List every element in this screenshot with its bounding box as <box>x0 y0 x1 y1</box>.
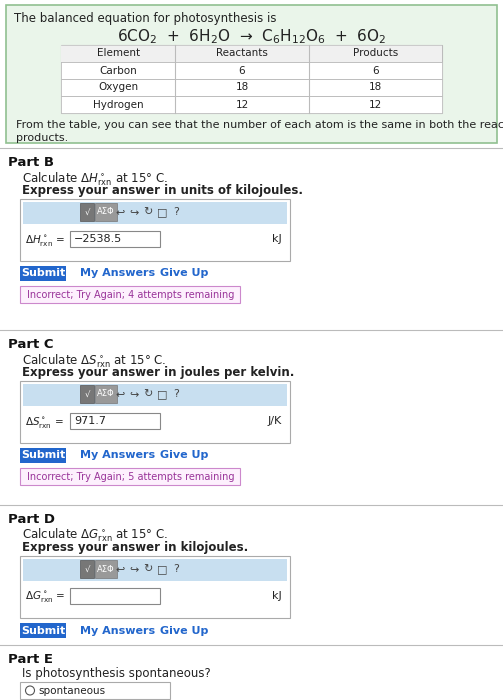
Bar <box>95 560 117 578</box>
Text: 12: 12 <box>235 99 248 109</box>
Text: ↩: ↩ <box>115 564 125 574</box>
Text: Calculate $\Delta S^\circ_{\mathrm{rxn}}$ at 15° C.: Calculate $\Delta S^\circ_{\mathrm{rxn}}… <box>22 352 166 370</box>
Bar <box>20 556 290 618</box>
Text: 6: 6 <box>372 66 379 76</box>
Text: $\Delta S^\circ_{\mathrm{rxn}}$ =: $\Delta S^\circ_{\mathrm{rxn}}$ = <box>25 414 64 430</box>
Text: Express your answer in units of kilojoules.: Express your answer in units of kilojoul… <box>22 184 303 197</box>
Bar <box>70 588 160 604</box>
Text: kJ: kJ <box>272 591 282 601</box>
Text: ↩: ↩ <box>115 389 125 399</box>
Text: $\Delta G^\circ_{\mathrm{rxn}}$ =: $\Delta G^\circ_{\mathrm{rxn}}$ = <box>25 589 65 605</box>
Text: ↻: ↻ <box>143 207 153 217</box>
Text: My Answers: My Answers <box>80 451 155 461</box>
Text: From the table, you can see that the number of each atom is the same in both the: From the table, you can see that the num… <box>16 120 503 130</box>
Text: ↪: ↪ <box>129 207 139 217</box>
Text: Hydrogen: Hydrogen <box>93 99 143 109</box>
Text: □: □ <box>157 389 167 399</box>
Bar <box>61 79 442 96</box>
Text: Express your answer in joules per kelvin.: Express your answer in joules per kelvin… <box>22 366 294 379</box>
Text: ΑΣΦ: ΑΣΦ <box>97 389 115 398</box>
Text: □: □ <box>157 564 167 574</box>
Bar <box>23 202 287 224</box>
Text: Calculate $\Delta G^\circ_{\mathrm{rxn}}$ at 15° C.: Calculate $\Delta G^\circ_{\mathrm{rxn}}… <box>22 527 168 545</box>
Text: Calculate $\Delta H^\circ_{\mathrm{rxn}}$ at 15° C.: Calculate $\Delta H^\circ_{\mathrm{rxn}}… <box>22 170 168 188</box>
Bar <box>23 559 287 581</box>
Text: 18: 18 <box>235 83 248 92</box>
Text: spontaneous: spontaneous <box>38 685 105 696</box>
Text: Is photosynthesis spontaneous?: Is photosynthesis spontaneous? <box>22 667 211 680</box>
Text: $\Delta H^\circ_{\mathrm{rxn}}$ =: $\Delta H^\circ_{\mathrm{rxn}}$ = <box>25 232 65 248</box>
Text: ?: ? <box>173 207 179 217</box>
Text: √: √ <box>85 389 90 398</box>
Text: Give Up: Give Up <box>160 626 208 636</box>
Text: ↻: ↻ <box>143 564 153 574</box>
Text: Products: Products <box>353 48 398 59</box>
Bar <box>80 203 94 221</box>
Text: □: □ <box>157 207 167 217</box>
Bar <box>61 45 442 113</box>
Text: Element: Element <box>97 48 140 59</box>
Bar <box>20 468 240 485</box>
Text: −2538.5: −2538.5 <box>74 234 122 244</box>
Text: The balanced equation for photosynthesis is: The balanced equation for photosynthesis… <box>14 12 277 25</box>
Bar <box>70 413 160 429</box>
Text: ↻: ↻ <box>143 389 153 399</box>
Text: ?: ? <box>173 564 179 574</box>
Text: J/K: J/K <box>268 416 282 426</box>
Text: Reactants: Reactants <box>216 48 268 59</box>
Text: ΑΣΦ: ΑΣΦ <box>97 207 115 216</box>
Text: 6CO$_2$  +  6H$_2$O  →  C$_6$H$_{12}$O$_6$  +  6O$_2$: 6CO$_2$ + 6H$_2$O → C$_6$H$_{12}$O$_6$ +… <box>117 27 386 46</box>
Bar <box>61 62 442 79</box>
Text: ↩: ↩ <box>115 207 125 217</box>
Text: ?: ? <box>173 389 179 399</box>
Text: 12: 12 <box>369 99 382 109</box>
Text: Give Up: Give Up <box>160 451 208 461</box>
Text: My Answers: My Answers <box>80 269 155 279</box>
Bar <box>20 623 66 638</box>
Circle shape <box>26 686 35 695</box>
Text: My Answers: My Answers <box>80 626 155 636</box>
Bar <box>80 560 94 578</box>
Bar <box>61 96 442 113</box>
Text: √: √ <box>85 207 90 216</box>
Text: ↪: ↪ <box>129 389 139 399</box>
Text: Part D: Part D <box>8 513 55 526</box>
Text: products.: products. <box>16 133 68 143</box>
Bar <box>80 385 94 403</box>
Text: Incorrect; Try Again; 5 attempts remaining: Incorrect; Try Again; 5 attempts remaini… <box>27 472 234 482</box>
Bar <box>20 448 66 463</box>
Text: Part B: Part B <box>8 156 54 169</box>
Text: Give Up: Give Up <box>160 269 208 279</box>
Text: kJ: kJ <box>272 234 282 244</box>
Text: Oxygen: Oxygen <box>98 83 138 92</box>
Bar <box>61 45 442 62</box>
Bar <box>20 381 290 443</box>
Bar <box>95 203 117 221</box>
Text: Carbon: Carbon <box>99 66 137 76</box>
Text: Express your answer in kilojoules.: Express your answer in kilojoules. <box>22 541 248 554</box>
Bar <box>20 266 66 281</box>
Bar <box>6 5 497 143</box>
Bar <box>20 199 290 261</box>
Bar <box>70 231 160 247</box>
Text: Part C: Part C <box>8 338 53 351</box>
Text: Submit: Submit <box>21 451 65 461</box>
Bar <box>20 286 240 303</box>
Bar <box>95 385 117 403</box>
Text: Incorrect; Try Again; 4 attempts remaining: Incorrect; Try Again; 4 attempts remaini… <box>27 290 234 300</box>
Text: 18: 18 <box>369 83 382 92</box>
Text: 971.7: 971.7 <box>74 416 106 426</box>
Text: √: √ <box>85 564 90 573</box>
Bar <box>23 384 287 406</box>
Text: ΑΣΦ: ΑΣΦ <box>97 564 115 573</box>
Bar <box>20 682 170 699</box>
Text: Submit: Submit <box>21 269 65 279</box>
Text: 6: 6 <box>238 66 245 76</box>
Text: ↪: ↪ <box>129 564 139 574</box>
Text: Submit: Submit <box>21 626 65 636</box>
Text: Part E: Part E <box>8 653 53 666</box>
